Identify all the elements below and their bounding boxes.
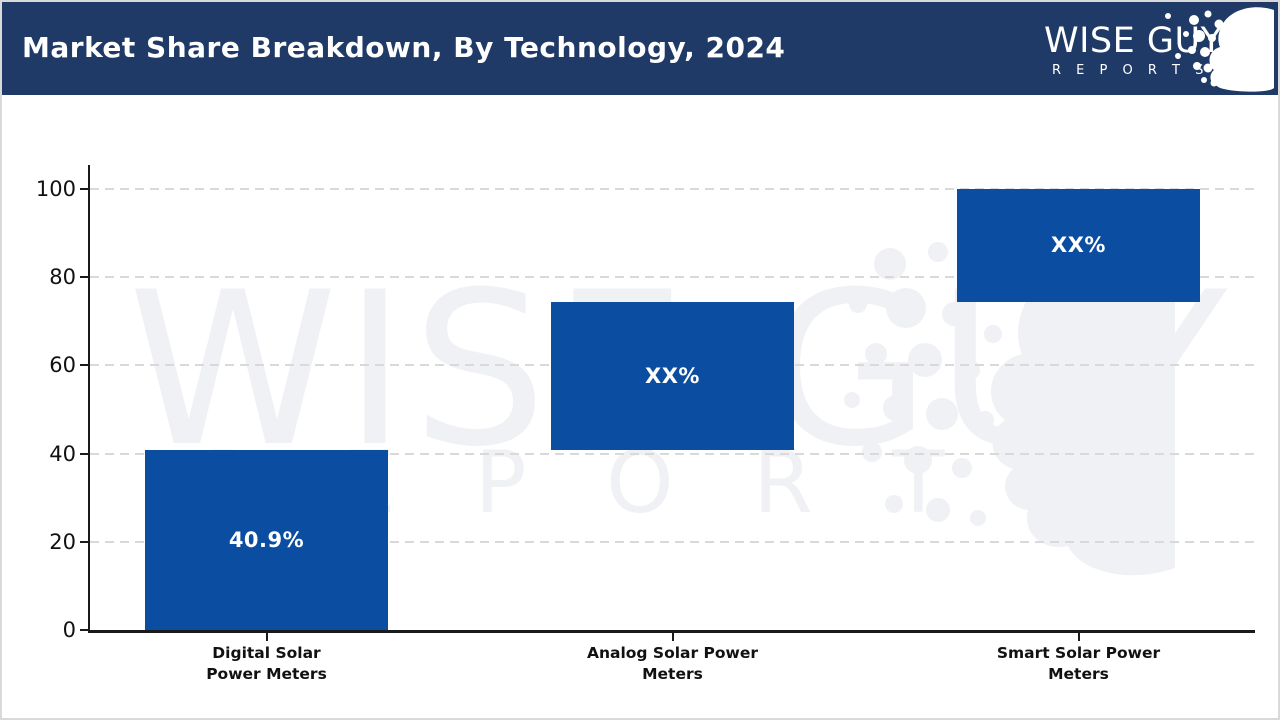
header-bar: Market Share Breakdown, By Technology, 2…	[2, 2, 1278, 95]
logo-wordmark: WISE GUY	[1044, 21, 1223, 61]
wise-guy-reports-logo: WISE GUY R E P O R T S	[1044, 7, 1274, 92]
y-tick-mark	[80, 188, 88, 190]
y-tick-mark	[80, 364, 88, 367]
x-category-label-line: Power Meters	[206, 665, 327, 683]
y-tick-label: 40	[49, 441, 76, 466]
x-category-label: Analog Solar Power Meters	[513, 643, 833, 685]
bar-value-label: XX%	[1051, 233, 1106, 258]
x-category-label-line: Meters	[642, 665, 703, 683]
x-category-label: Smart Solar Power Meters	[919, 643, 1239, 685]
y-tick-mark	[80, 276, 88, 279]
logo-sub-wordmark: R E P O R T S	[1052, 63, 1209, 78]
x-axis-line	[88, 630, 1255, 633]
gridline	[90, 188, 1255, 190]
x-tick-mark	[671, 633, 674, 641]
y-tick-mark	[80, 540, 88, 543]
x-category-label-line: Digital Solar	[212, 644, 321, 662]
bar-segment: XX%	[957, 189, 1200, 302]
y-axis-line	[88, 165, 90, 630]
x-category-label-line: Smart Solar Power	[996, 644, 1161, 662]
y-tick-label: 100	[35, 177, 76, 201]
gridline	[90, 452, 1255, 455]
x-category-label: Digital Solar Power Meters	[107, 643, 427, 685]
y-tick-label: 80	[49, 265, 76, 290]
bar-segment: 40.9%	[145, 449, 388, 630]
y-tick-mark	[80, 452, 88, 455]
y-tick-label: 60	[49, 353, 76, 378]
x-category-label-line: Meters	[1048, 665, 1109, 683]
logo-face-icon	[1209, 7, 1274, 92]
gridline	[90, 540, 1255, 543]
y-tick-label: 0	[62, 618, 76, 642]
gridline	[90, 276, 1255, 279]
bar-value-label: XX%	[645, 363, 700, 388]
x-tick-mark	[265, 633, 268, 641]
y-tick-mark	[80, 629, 88, 631]
bar-segment: XX%	[551, 301, 794, 450]
x-category-label-line: Analog Solar Power	[586, 644, 759, 662]
chart-title: Market Share Breakdown, By Technology, 2…	[22, 31, 786, 64]
y-tick-label: 20	[49, 529, 76, 554]
x-tick-mark	[1077, 633, 1080, 641]
bar-value-label: 40.9%	[228, 527, 305, 552]
